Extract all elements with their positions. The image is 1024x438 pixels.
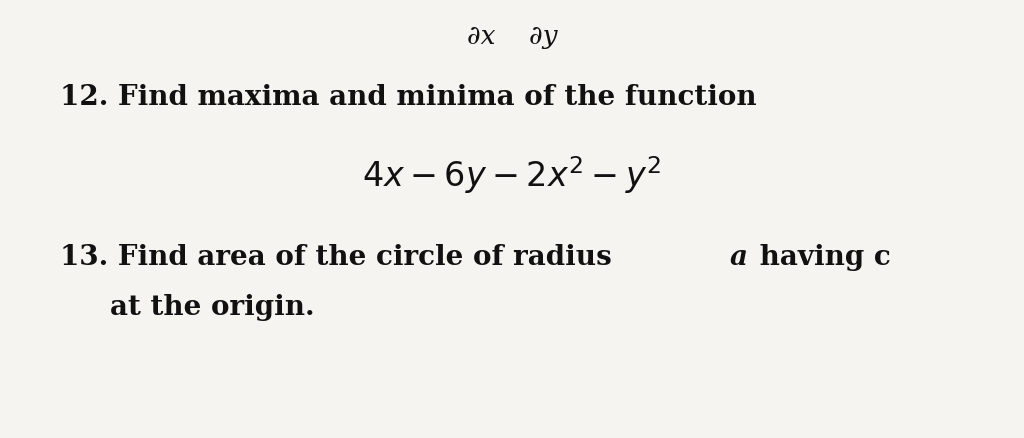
Text: a: a bbox=[730, 244, 748, 270]
Text: 13. Find area of the circle of radius: 13. Find area of the circle of radius bbox=[60, 244, 622, 270]
Text: $4x-6y-2x^2-y^2$: $4x-6y-2x^2-y^2$ bbox=[362, 154, 662, 195]
Text: at the origin.: at the origin. bbox=[110, 293, 314, 320]
Text: having c: having c bbox=[750, 244, 891, 270]
Text: 12. Find maxima and minima of the function: 12. Find maxima and minima of the functi… bbox=[60, 84, 757, 111]
Text: ∂x    ∂y: ∂x ∂y bbox=[467, 24, 557, 49]
